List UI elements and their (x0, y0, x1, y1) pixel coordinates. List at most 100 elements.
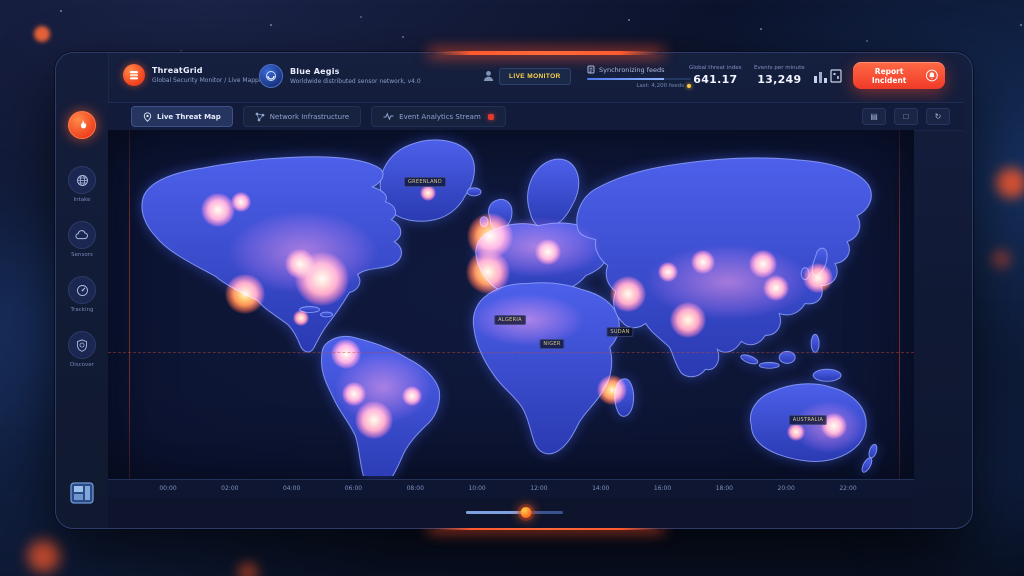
brand-tagline: Global Security Monitor / Live Mapping (152, 76, 269, 84)
tab-network-infrastructure[interactable]: Network Infrastructure (242, 106, 362, 127)
threat-hotspot[interactable] (420, 185, 436, 201)
top-accent-notch (430, 51, 662, 55)
timeline-tick: 00:00 (159, 485, 177, 492)
tab-event-analytics-stream[interactable]: Event Analytics Stream (371, 106, 506, 127)
bokeh-orange (992, 250, 1010, 268)
sidebar-item-sensors[interactable]: Sensors (56, 221, 108, 258)
report-incident-label: Report Incident (871, 66, 907, 85)
threat-hotspot[interactable] (355, 401, 393, 439)
continent-africa (472, 282, 620, 455)
threat-hotspot[interactable] (466, 250, 510, 294)
timeline-slider-fill (466, 511, 527, 514)
sidebar-item-label: Sensors (71, 252, 93, 258)
threat-hotspot[interactable] (342, 382, 366, 406)
threat-hotspot[interactable] (610, 276, 646, 312)
continent-north-america (141, 156, 402, 353)
tab-label: Network Infrastructure (269, 112, 350, 121)
threat-hotspot[interactable] (763, 275, 789, 301)
live-monitor-button[interactable]: LIVE MONITOR (499, 68, 571, 85)
partner-tagline: Worldwide distributed sensor network, v4… (290, 77, 421, 85)
timeline-tick: 12:00 (530, 485, 548, 492)
island-nz-north (868, 443, 878, 459)
mini-activity-badge (813, 67, 843, 85)
timeline-tick: 08:00 (406, 485, 424, 492)
sidebar-item-intake[interactable]: Intake (56, 166, 108, 203)
bokeh-orange (28, 540, 60, 572)
island-iceland (466, 187, 482, 197)
stat-value: 641.17 (693, 73, 738, 86)
threat-hotspot[interactable] (293, 310, 309, 326)
bottom-accent-notch (430, 526, 662, 530)
threat-hotspot[interactable] (670, 302, 706, 338)
feed-icon (587, 65, 595, 74)
region-label-chip: ALGERIA (494, 315, 526, 325)
region-label-chip: GREENLAND (403, 177, 447, 187)
bokeh-orange (996, 168, 1024, 198)
refresh-icon[interactable]: ↻ (926, 108, 950, 125)
sidebar-item-threats[interactable] (56, 111, 108, 139)
status-dot (687, 84, 691, 88)
sidebar-item-discover[interactable]: Discover (56, 331, 108, 368)
star-field (60, 10, 62, 12)
stat-value: 13,249 (757, 73, 802, 86)
map-dashed-gridline (108, 352, 914, 353)
timeline-tick: 16:00 (653, 485, 672, 492)
brand-name: ThreatGrid (152, 65, 203, 75)
island-java (758, 361, 780, 369)
threat-hotspot[interactable] (658, 262, 678, 282)
bokeh-orange (238, 562, 258, 576)
sync-progress-bar (587, 78, 691, 80)
sidebar-item-tracking[interactable]: Tracking (56, 276, 108, 313)
bell-icon (926, 69, 939, 82)
tab-label: Event Analytics Stream (399, 112, 481, 121)
flame-icon (68, 111, 96, 139)
world-map: GREENLAND ALGERIA NIGER SUDAN AUSTRALIA (108, 130, 914, 479)
user-icon (483, 70, 494, 82)
timeline-tick: 18:00 (715, 485, 734, 492)
stat-label: Global threat index (689, 65, 742, 71)
expand-icon[interactable]: □ (894, 108, 918, 125)
report-incident-button[interactable]: Report Incident (853, 62, 945, 89)
globe-icon (68, 166, 96, 194)
threat-hotspot[interactable] (295, 252, 349, 306)
threat-hotspot[interactable] (201, 193, 235, 227)
grid-view-icon[interactable]: ▤ (862, 108, 886, 125)
tab-label: Live Threat Map (157, 112, 221, 121)
threat-hotspot[interactable] (231, 192, 251, 212)
timeline-tick: 14:00 (592, 485, 610, 492)
threat-hotspot[interactable] (787, 423, 805, 441)
threat-hotspot[interactable] (535, 239, 561, 265)
cloud-icon (68, 221, 96, 249)
timeline-slider-handle[interactable] (520, 507, 532, 518)
threat-hotspot[interactable] (749, 250, 777, 278)
threat-hotspot[interactable] (691, 250, 715, 274)
timeline-tick: 04:00 (282, 485, 301, 492)
tab-live-threat-map[interactable]: Live Threat Map (131, 106, 233, 127)
threat-hotspot[interactable] (225, 274, 265, 314)
island-sumatra (740, 354, 759, 365)
timeline-slider-track[interactable] (466, 507, 563, 518)
threat-hotspot[interactable] (597, 375, 627, 405)
partner-logo-icon (259, 64, 283, 88)
timeline-tick: 10:00 (468, 485, 486, 492)
island-nz-south (861, 457, 873, 473)
region-label-chip: NIGER (539, 339, 565, 349)
threat-hotspot[interactable] (803, 263, 833, 293)
tab-bar: Live Threat Map Network Infrastructure Eve… (108, 102, 964, 131)
sidebar-item-label: Discover (70, 362, 94, 368)
sidebar-item-label: Intake (73, 197, 91, 203)
sync-status: Last: 4,200 feeds (636, 83, 684, 89)
live-monitor-label: LIVE MONITOR (509, 73, 561, 80)
layout-grid-icon[interactable] (69, 480, 95, 506)
bokeh-orange (34, 26, 50, 42)
timeline-slider-row (108, 498, 914, 528)
timeline-tick: 06:00 (344, 485, 363, 492)
partner-name: Blue Aegis (290, 66, 340, 76)
sidebar-item-label: Tracking (70, 307, 94, 313)
sidebar: Intake Sensors Tracking Discover (56, 53, 109, 528)
timeline-tick: 20:00 (777, 485, 795, 492)
threat-hotspot[interactable] (331, 339, 361, 369)
map-frame-line-right (899, 130, 900, 479)
threat-hotspot[interactable] (402, 386, 422, 406)
